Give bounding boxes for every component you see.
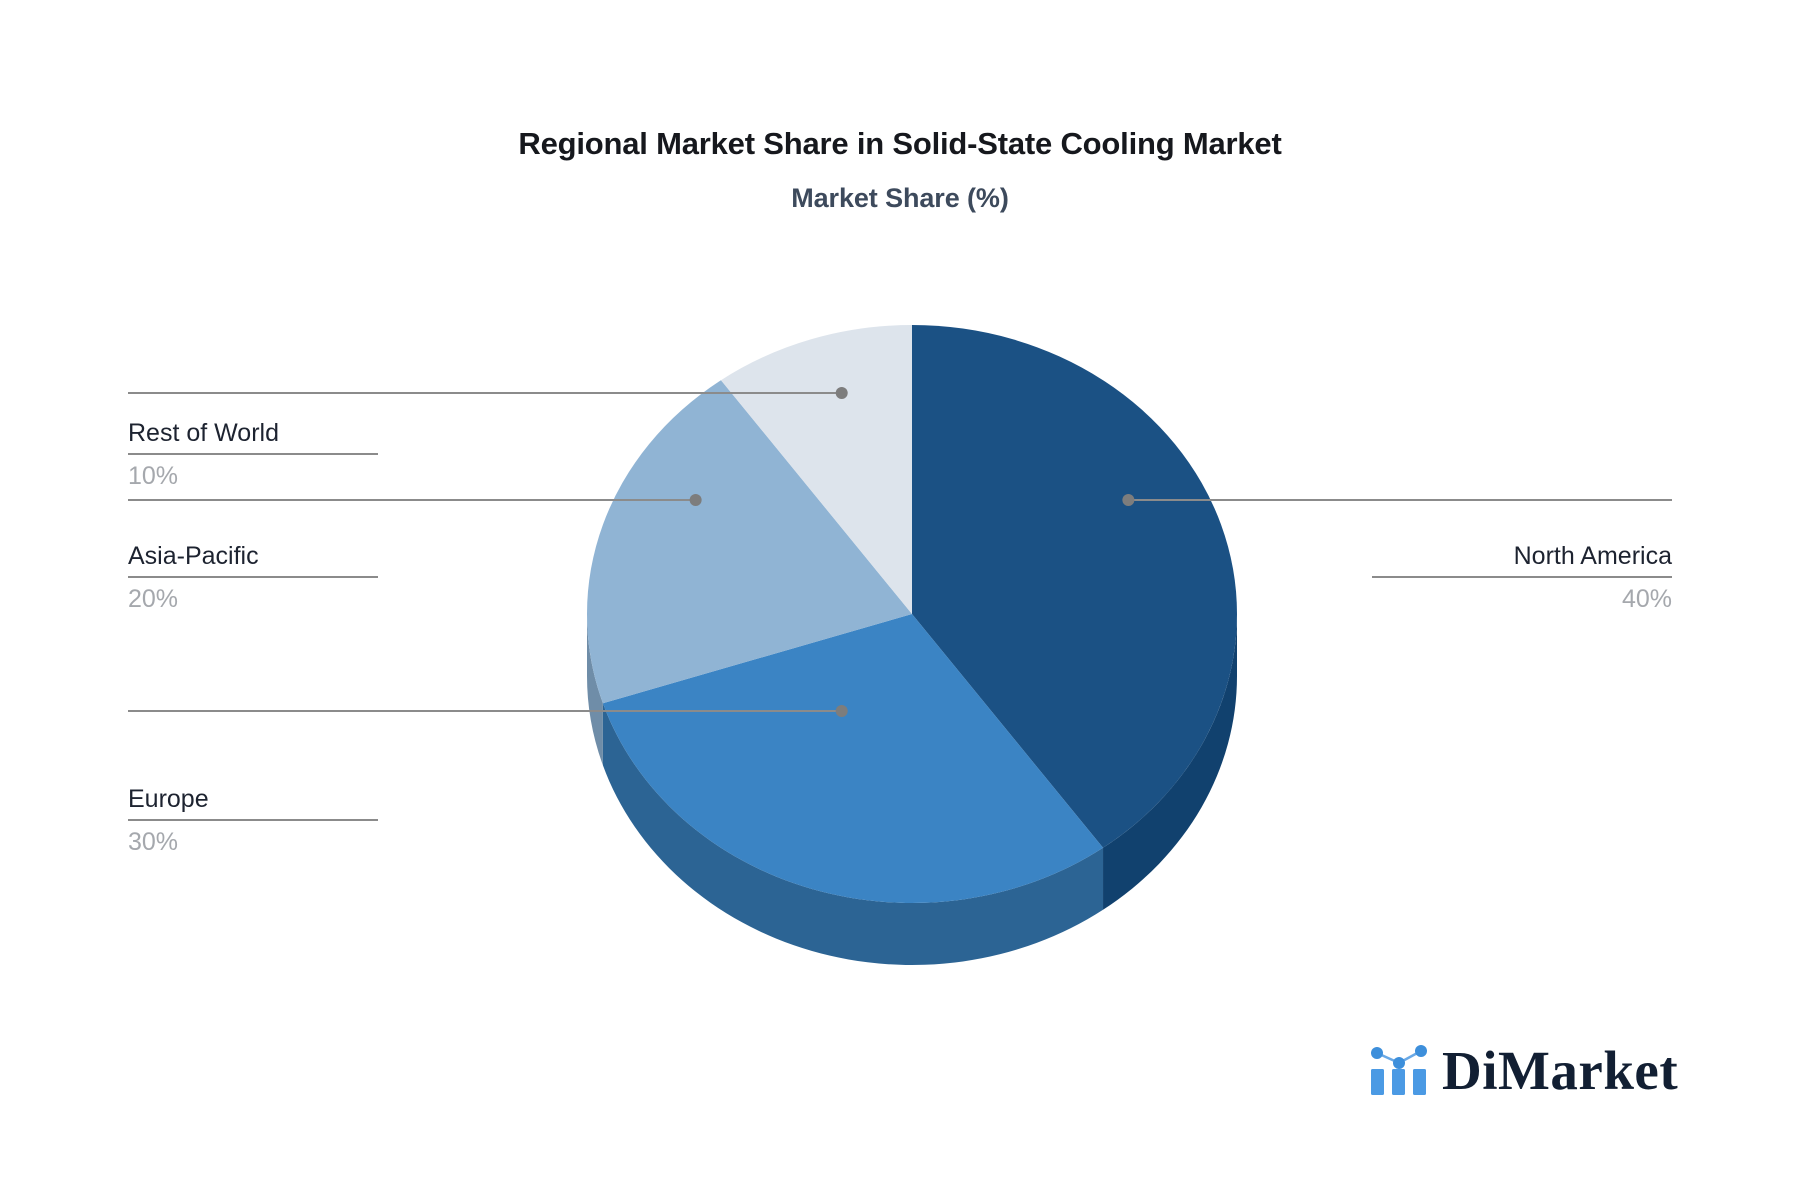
callout-asia-pacific[interactable]: Asia-Pacific 20% bbox=[128, 541, 378, 614]
leader-dot-rest-of-world bbox=[835, 387, 848, 399]
leader-dot-asia-pacific bbox=[689, 494, 702, 506]
pie-side-europe bbox=[602, 703, 1104, 965]
callout-rule-north-america bbox=[1372, 576, 1672, 578]
callout-value-rest-of-world: 10% bbox=[128, 462, 179, 490]
brand-logo: DiMarket bbox=[1368, 1042, 1678, 1100]
bar-chart-logo-icon bbox=[1371, 1045, 1427, 1095]
leader-dot-europe bbox=[835, 705, 848, 717]
callout-rule-europe bbox=[128, 819, 378, 821]
pie-top-face bbox=[586, 325, 1237, 903]
pie-depth-walls bbox=[587, 614, 1237, 965]
chart-title: Regional Market Share in Solid-State Coo… bbox=[518, 126, 1282, 161]
callout-value-europe: 30% bbox=[128, 828, 179, 856]
pie-leader-dots bbox=[689, 387, 1135, 717]
pie-slice-europe[interactable] bbox=[602, 614, 1104, 903]
callout-value-north-america: 40% bbox=[1621, 585, 1672, 613]
callout-rest-of-world[interactable]: Rest of World 10% bbox=[128, 418, 378, 491]
pie-slice-rest-of-world[interactable] bbox=[720, 325, 912, 614]
callout-label-north-america: North America bbox=[1513, 542, 1672, 570]
callout-rule-rest-of-world bbox=[128, 453, 378, 455]
callout-label-asia-pacific: Asia-Pacific bbox=[128, 542, 259, 570]
chart-subtitle: Market Share (%) bbox=[791, 183, 1009, 213]
leader-dot-north-america bbox=[1122, 494, 1135, 506]
callout-value-asia-pacific: 20% bbox=[128, 585, 179, 613]
logo-text: DiMarket bbox=[1442, 1040, 1679, 1101]
callout-europe[interactable]: Europe 30% bbox=[128, 784, 378, 857]
pie-slice-north-america[interactable] bbox=[912, 325, 1237, 848]
pie-slice-asia-pacific[interactable] bbox=[586, 380, 912, 704]
pie-leader-lines bbox=[128, 392, 1672, 712]
callout-label-europe: Europe bbox=[128, 785, 209, 813]
pie-side-asia-pacific bbox=[587, 614, 603, 766]
callout-north-america[interactable]: North America 40% bbox=[1372, 541, 1672, 614]
callout-rule-asia-pacific bbox=[128, 576, 378, 578]
callout-label-rest-of-world: Rest of World bbox=[128, 419, 279, 447]
pie-side-north-america bbox=[1103, 614, 1237, 910]
chart-header: Regional Market Share in Solid-State Coo… bbox=[0, 125, 1800, 215]
